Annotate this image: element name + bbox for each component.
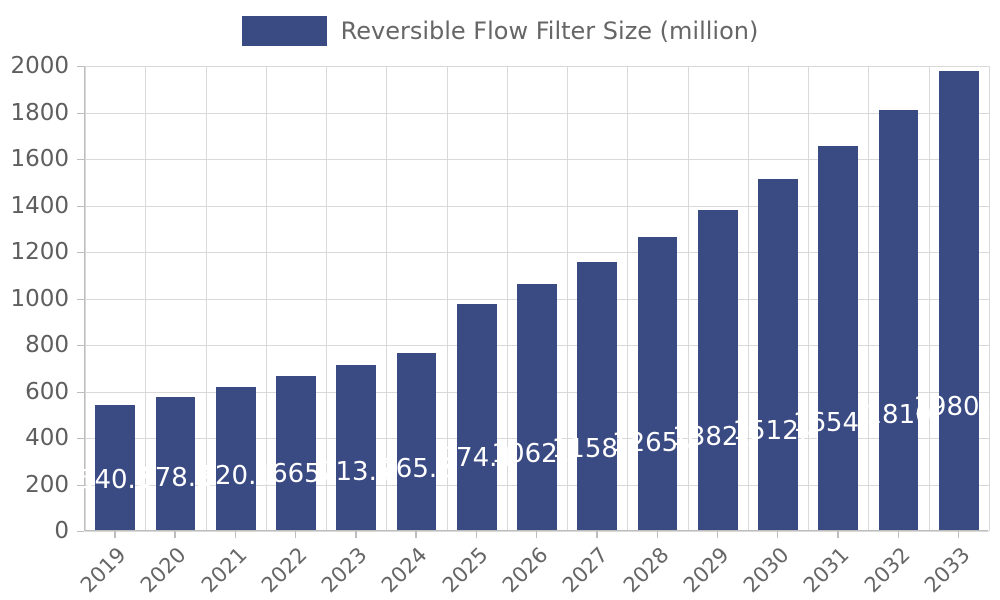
x-tick-label: 2028 — [618, 542, 674, 598]
gridline-vertical — [206, 66, 207, 531]
y-tick-mark — [77, 298, 84, 300]
y-tick-label: 400 — [25, 425, 69, 451]
y-tick-label: 1200 — [10, 239, 69, 265]
x-tick-label: 2022 — [256, 542, 312, 598]
y-tick-mark — [77, 531, 84, 533]
y-tick-label: 0 — [54, 518, 69, 544]
gridline-vertical — [868, 66, 869, 531]
y-tick-mark — [77, 252, 84, 254]
gridline-vertical — [145, 66, 146, 531]
gridline-vertical — [627, 66, 628, 531]
gridline-horizontal — [85, 205, 989, 207]
bar[interactable] — [517, 284, 557, 531]
bar[interactable] — [938, 70, 979, 531]
y-tick-mark — [77, 484, 84, 486]
legend-label: Reversible Flow Filter Size (million) — [340, 17, 759, 45]
x-tick-mark — [475, 531, 478, 538]
gridline-horizontal — [85, 112, 989, 114]
gridline-vertical — [748, 66, 749, 531]
x-tick-mark — [415, 531, 417, 538]
x-tick-mark — [596, 531, 598, 538]
x-tick-label: 2019 — [75, 542, 131, 598]
gridline-vertical — [447, 66, 448, 531]
x-tick-label: 2030 — [738, 542, 794, 598]
bar[interactable] — [697, 209, 738, 531]
y-tick-label: 600 — [25, 378, 69, 405]
gridline-horizontal — [85, 252, 989, 253]
gridline-horizontal — [85, 159, 989, 160]
bar[interactable] — [155, 396, 196, 531]
x-tick-label: 2032 — [859, 542, 915, 598]
gridline-horizontal — [85, 66, 989, 67]
x-tick-label: 2027 — [558, 542, 613, 598]
gridline-vertical — [326, 66, 327, 531]
gridline-vertical — [567, 66, 568, 531]
x-tick-mark — [536, 531, 538, 538]
x-axis-line — [84, 530, 988, 532]
x-tick-mark — [656, 531, 658, 538]
gridline-vertical — [808, 66, 809, 531]
bar[interactable] — [215, 386, 256, 531]
bar[interactable] — [878, 110, 919, 531]
x-tick-mark — [897, 531, 899, 538]
legend-color-swatch — [241, 16, 327, 46]
bar[interactable] — [456, 304, 497, 531]
x-tick-mark — [957, 531, 960, 538]
y-tick-mark — [77, 438, 84, 440]
x-tick-label: 2024 — [377, 542, 433, 598]
y-tick-label: 1600 — [10, 146, 69, 172]
x-tick-label: 2029 — [678, 542, 734, 598]
gridline-vertical — [929, 66, 930, 531]
bar[interactable] — [396, 352, 437, 531]
y-tick-mark — [77, 159, 84, 161]
x-tick-label: 2025 — [437, 542, 493, 598]
x-tick-label: 2031 — [799, 542, 854, 598]
y-tick-label: 1400 — [10, 192, 69, 219]
bar[interactable] — [336, 365, 377, 531]
x-tick-mark — [777, 531, 779, 538]
x-tick-mark — [294, 531, 297, 538]
bar[interactable] — [276, 376, 316, 531]
x-tick-label: 2026 — [497, 542, 553, 598]
y-tick-label: 2000 — [10, 53, 69, 79]
y-tick-mark — [77, 205, 84, 207]
bar[interactable] — [637, 236, 678, 531]
x-tick-label: 2023 — [317, 542, 372, 598]
y-tick-label: 1800 — [10, 99, 69, 126]
bar[interactable] — [818, 146, 859, 531]
gridline-vertical — [266, 66, 267, 531]
gridline-vertical — [386, 66, 387, 531]
y-tick-label: 1000 — [10, 285, 69, 312]
x-tick-label: 2033 — [919, 542, 975, 598]
plot-area: 540.5 578.2 620.1 665 713.5 765.8 974.4 1062.3 1… — [78, 66, 1000, 532]
bar[interactable] — [95, 405, 135, 531]
x-tick-mark — [114, 531, 116, 538]
x-tick-mark — [234, 531, 237, 538]
chart-legend: Reversible Flow Filter Size (million) — [0, 8, 1000, 54]
x-tick-mark — [355, 531, 357, 538]
y-tick-mark — [77, 66, 84, 68]
x-tick-label: 2021 — [196, 542, 252, 598]
y-tick-label: 200 — [25, 471, 69, 498]
x-tick-mark — [174, 531, 176, 538]
gridline-vertical — [85, 66, 86, 531]
gridline-vertical — [507, 66, 508, 531]
gridline-vertical — [989, 66, 990, 531]
x-tick-mark — [716, 531, 719, 538]
gridline-vertical — [688, 66, 689, 531]
y-tick-label: 800 — [25, 332, 69, 358]
x-tick-mark — [837, 531, 839, 538]
y-tick-mark — [77, 112, 84, 114]
bar[interactable] — [758, 179, 798, 531]
y-tick-mark — [77, 345, 84, 347]
y-tick-mark — [77, 391, 84, 393]
bar[interactable] — [577, 261, 618, 531]
x-tick-label: 2020 — [136, 542, 191, 598]
